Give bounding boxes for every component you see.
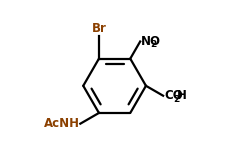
Text: Br: Br	[91, 22, 106, 35]
Text: NO: NO	[141, 35, 161, 48]
Text: 2: 2	[151, 40, 157, 49]
Text: CO: CO	[164, 89, 183, 102]
Text: AcNH: AcNH	[44, 117, 79, 130]
Text: H: H	[177, 89, 187, 102]
Text: 2: 2	[173, 95, 180, 103]
